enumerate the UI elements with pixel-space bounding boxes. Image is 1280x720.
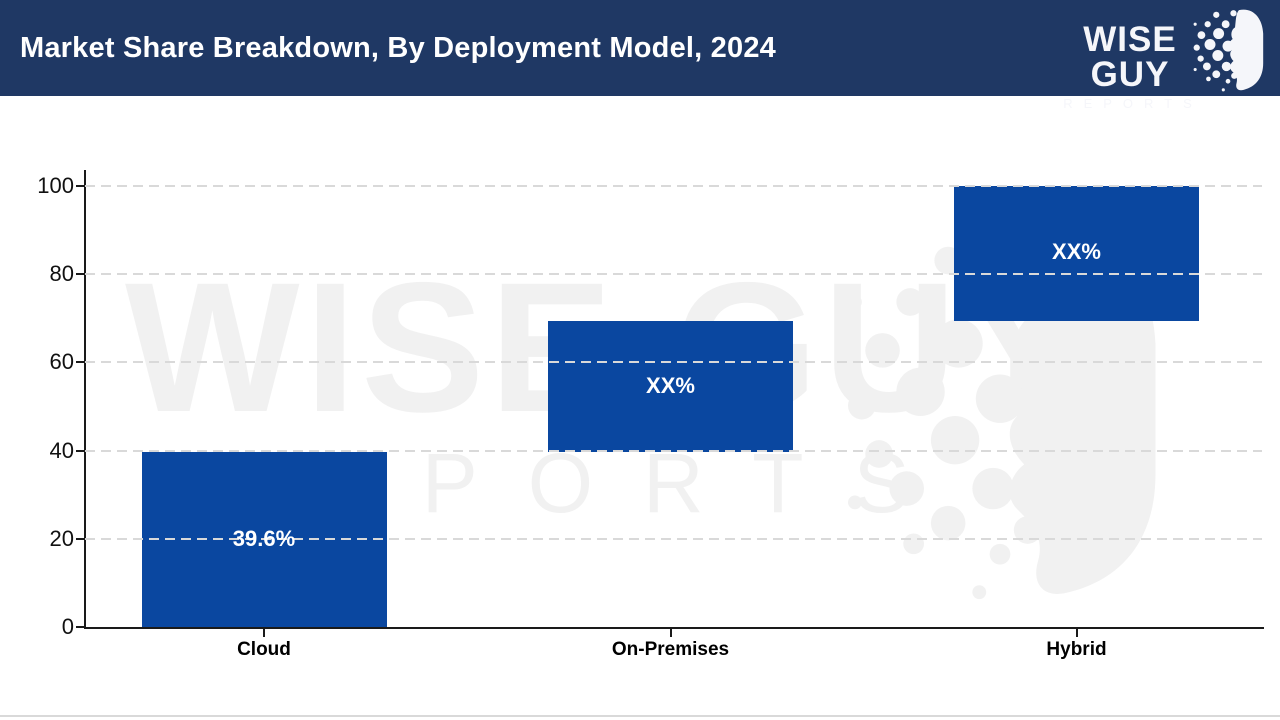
- x-axis-tick-label-cloud: Cloud: [237, 639, 291, 660]
- watermark-face-icon: [848, 237, 1156, 600]
- y-axis-tick-mark: [76, 361, 85, 364]
- y-axis-tick-mark: [76, 273, 85, 276]
- x-axis-tick-mark: [1075, 629, 1078, 637]
- wiseguy-logo: WISE GUY REPORTS: [1012, 4, 1272, 111]
- footer-divider: [0, 715, 1280, 717]
- bar-hybrid: [954, 186, 1199, 321]
- gridline-80: [85, 273, 1262, 276]
- y-axis-tick-label: 80: [49, 261, 74, 287]
- x-axis-tick-label-hybrid: Hybrid: [1046, 639, 1107, 660]
- bar-on-premises: [548, 320, 793, 453]
- chart-area: WISE GUY REPORTS 0 20 40 60 80 100 39.6% Cloud X…: [0, 96, 1280, 720]
- y-axis-tick-mark: [76, 626, 85, 628]
- y-axis-tick-mark: [76, 449, 85, 452]
- page-title: Market Share Breakdown, By Deployment Mo…: [20, 31, 776, 64]
- bar-value-label-cloud: 39.6%: [232, 525, 296, 551]
- y-axis-line: [84, 170, 86, 629]
- bar-value-label-on-premises: XX%: [646, 372, 695, 398]
- x-axis-tick-label-on-premises: On-Premises: [611, 639, 730, 660]
- gridline-60: [85, 361, 1262, 364]
- y-axis-tick-label: 100: [37, 173, 74, 198]
- y-axis-tick-label: 20: [49, 525, 74, 551]
- y-axis-tick-label: 0: [61, 614, 74, 639]
- y-axis-tick-mark: [76, 537, 85, 540]
- gridline-40: [85, 449, 1262, 452]
- y-axis-tick-mark: [76, 185, 85, 187]
- bar-value-label-hybrid: XX%: [1052, 239, 1101, 265]
- wiseguy-face-logo-icon: [1193, 9, 1264, 92]
- gridline-20: [85, 537, 1262, 540]
- y-axis-tick-label: 40: [49, 437, 74, 463]
- x-axis-tick-mark: [263, 629, 265, 637]
- gridline-100: [85, 185, 1262, 187]
- logo-text: WISE GUY REPORTS: [1040, 22, 1220, 111]
- header-bar: Market Share Breakdown, By Deployment Mo…: [0, 0, 1280, 111]
- logo-subtext: REPORTS: [1063, 96, 1203, 111]
- x-axis-tick-mark: [669, 629, 672, 637]
- y-axis-tick-label: 60: [49, 349, 74, 375]
- x-axis-line: [84, 627, 1264, 629]
- logo-wordmark: WISE GUY: [1083, 20, 1177, 94]
